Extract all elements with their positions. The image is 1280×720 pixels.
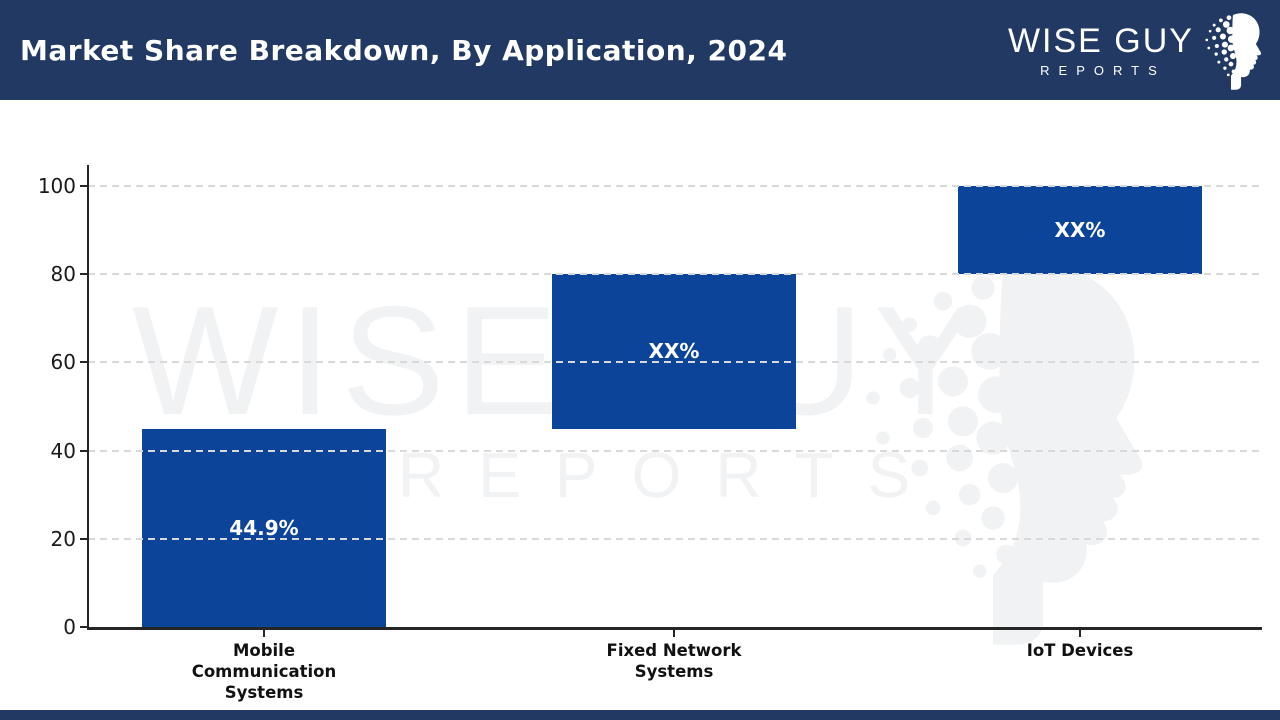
x-axis-line (87, 627, 1262, 630)
gridline (88, 185, 1262, 187)
header: Market Share Breakdown, By Application, … (0, 0, 1280, 100)
gridline (88, 273, 1262, 276)
bar-segment (958, 186, 1202, 274)
x-axis-category-label: IoT Devices (1026, 641, 1134, 660)
y-axis-tick (80, 626, 87, 628)
y-axis-tick-label: 20 (50, 526, 76, 551)
x-axis-category-label: Fixed Network Systems (606, 641, 742, 681)
y-axis-tick (80, 273, 87, 276)
gridline (88, 449, 1262, 452)
y-axis-tick (80, 537, 87, 540)
page-title: Market Share Breakdown, By Application, … (20, 33, 788, 67)
logo-text: WISE GUY REPORTS (1008, 24, 1194, 77)
bar-segment (552, 273, 796, 429)
y-axis-tick (80, 449, 87, 452)
y-axis-tick-label: 40 (50, 438, 76, 463)
bar-value-label: 44.9% (229, 515, 299, 540)
y-axis-tick (80, 361, 87, 364)
bar-segment (142, 428, 386, 627)
gridline (88, 537, 1262, 540)
logo-wordmark: WISE GUY (1007, 21, 1194, 60)
y-axis-line (87, 165, 89, 630)
x-axis-tick (263, 630, 265, 637)
y-axis-tick-label: 100 (37, 174, 76, 198)
y-axis-tick (80, 185, 87, 187)
bar-value-label: XX% (648, 339, 700, 364)
wiseguy-logo: WISE GUY REPORTS (1008, 6, 1270, 94)
footer-bar (0, 710, 1280, 720)
gridline (88, 361, 1262, 364)
x-axis-category-label: Mobile Communication Systems (191, 641, 337, 702)
logo-subtext: REPORTS (1040, 62, 1166, 78)
y-axis-tick-label: 80 (50, 262, 76, 287)
y-axis-tick-label: 0 (63, 615, 76, 639)
x-axis-tick (1079, 630, 1081, 637)
bar-value-label: XX% (1054, 217, 1106, 242)
y-axis-tick-label: 60 (50, 350, 76, 375)
x-axis-tick (673, 630, 675, 637)
